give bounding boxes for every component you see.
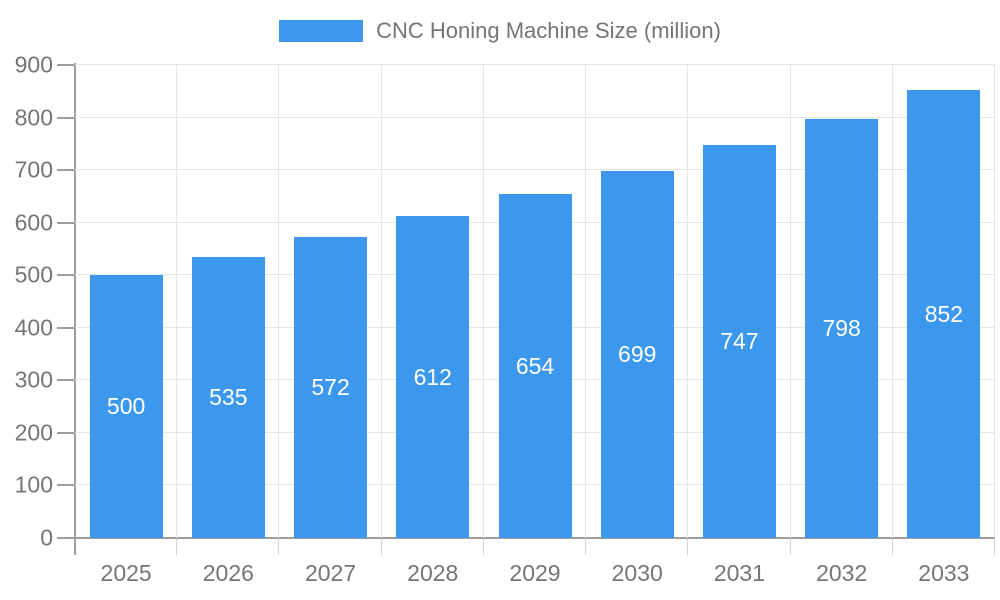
x-axis-tick: [176, 539, 178, 555]
bar-2029[interactable]: 654: [498, 194, 572, 538]
bar-value-label: 654: [515, 352, 555, 379]
bar-value-label: 747: [720, 328, 759, 355]
y-axis-tick: [57, 379, 75, 382]
bar-2026[interactable]: 535: [191, 256, 265, 538]
y-axis-tick-label: 500: [14, 261, 53, 288]
bar-2033[interactable]: 852: [907, 90, 981, 538]
gridline-horizontal: [75, 64, 995, 65]
x-axis-tick-label: 2028: [407, 560, 459, 586]
gridline-vertical: [687, 65, 689, 538]
x-axis-tick: [687, 539, 689, 555]
x-axis-tick-label: 2026: [202, 560, 254, 586]
x-axis-tick: [278, 539, 280, 555]
legend-label: CNC Honing Machine Size (million): [376, 18, 721, 43]
bar-2032[interactable]: 798: [805, 118, 879, 538]
bar-value-label: 535: [209, 383, 248, 410]
x-axis-tick-label: 2033: [918, 560, 970, 586]
x-axis-tick: [891, 539, 893, 555]
gridline-vertical: [585, 65, 587, 538]
x-axis-tick: [482, 539, 484, 555]
gridline-vertical: [176, 65, 178, 538]
y-axis-tick: [57, 537, 75, 539]
y-axis-tick-label: 800: [14, 104, 53, 131]
y-axis-tick-label: 700: [14, 156, 53, 183]
x-axis-tick: [585, 539, 587, 555]
gridline-vertical: [278, 65, 280, 538]
gridline-vertical: [482, 65, 484, 538]
bar-2025[interactable]: 500: [89, 275, 163, 538]
plot-area: 500 535 572 612 654 699 747 798 852: [75, 64, 995, 538]
y-axis-tick-label: 400: [14, 314, 53, 341]
y-axis-tick: [57, 64, 75, 66]
bar-2031[interactable]: 747: [702, 145, 776, 538]
y-axis-tick-label: 300: [14, 366, 53, 393]
bar-value-label: 612: [413, 363, 452, 390]
y-axis-tick-label: 600: [14, 209, 53, 236]
bar-value-label: 500: [106, 393, 146, 420]
y-axis-tick-label: 200: [14, 419, 53, 446]
gridline-horizontal: [75, 116, 995, 118]
gridline-vertical: [994, 65, 995, 538]
bar-2028[interactable]: 612: [396, 216, 470, 538]
x-axis-tick: [789, 539, 791, 555]
chart-legend[interactable]: CNC Honing Machine Size (million): [0, 18, 1000, 44]
y-axis-line: [74, 63, 76, 555]
x-axis-tick: [380, 539, 382, 555]
bar-value-label: 572: [311, 374, 350, 401]
y-axis-tick: [57, 169, 75, 172]
gridline-horizontal: [75, 169, 995, 171]
x-axis-line: [57, 537, 995, 539]
x-axis-tick-label: 2030: [611, 560, 663, 586]
bar-2027[interactable]: 572: [294, 237, 368, 538]
bar-2030[interactable]: 699: [600, 170, 674, 538]
y-axis-tick: [57, 274, 75, 277]
legend-swatch-icon: [279, 20, 364, 42]
y-axis-tick: [57, 484, 75, 487]
bar-value-label: 699: [618, 340, 657, 367]
gridline-vertical: [891, 65, 893, 538]
y-axis-tick: [57, 326, 75, 329]
y-axis-tick-label: 100: [14, 471, 53, 498]
y-axis-tick: [57, 431, 75, 434]
y-axis-tick: [57, 116, 75, 119]
y-axis-tick-label: 900: [14, 51, 53, 78]
y-axis-tick-label: 0: [40, 524, 53, 551]
x-axis-tick-label: 2025: [100, 560, 152, 586]
gridline-vertical: [789, 65, 791, 538]
x-axis-tick: [994, 539, 995, 555]
x-axis-tick-label: 2031: [713, 560, 766, 586]
bar-value-label: 798: [822, 314, 861, 341]
y-axis-tick: [57, 221, 75, 224]
x-axis-tick-label: 2029: [509, 560, 561, 586]
x-axis-tick-label: 2027: [304, 560, 357, 586]
bar-value-label: 852: [924, 300, 964, 327]
gridline-vertical: [380, 65, 382, 538]
x-axis-tick-label: 2032: [816, 560, 868, 586]
